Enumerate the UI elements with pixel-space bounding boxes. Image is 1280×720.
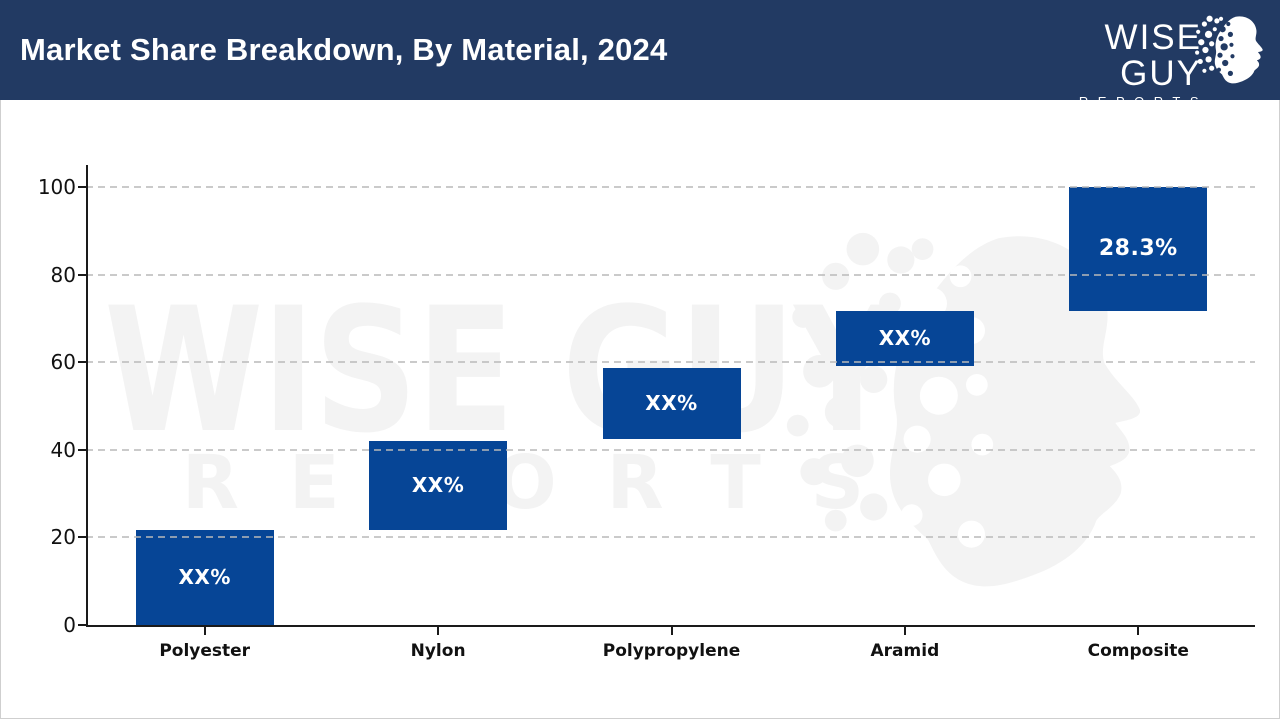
x-tick-label-composite: Composite <box>1087 641 1189 661</box>
bar-value-label: XX% <box>645 391 698 416</box>
y-tick-label-80: 80 <box>50 262 76 287</box>
gridline-40 <box>86 448 1255 451</box>
bar-composite: 28.3% <box>1069 187 1208 311</box>
logo-text-reports: REPORTS <box>1078 94 1208 109</box>
y-tick-label-60: 60 <box>50 350 76 375</box>
x-tick-composite <box>1137 627 1140 635</box>
bar-polyester: XX% <box>135 529 274 625</box>
x-tick-nylon <box>437 627 440 635</box>
y-tick-0 <box>78 624 86 626</box>
x-tick-label-aramid: Aramid <box>870 641 940 661</box>
logo-text-wise-guy: WISE GUY <box>1104 18 1202 93</box>
y-tick-100 <box>78 186 86 188</box>
y-tick-label-100: 100 <box>37 175 76 199</box>
x-tick-label-nylon: Nylon <box>410 641 466 661</box>
wise-guy-reports-logo: WISE GUY REPORTS <box>1018 6 1268 109</box>
y-tick-label-20: 20 <box>50 525 76 550</box>
watermark-wiseguy-text: WISE GUY <box>104 270 899 471</box>
x-tick-label-polypropylene: Polypropylene <box>602 641 741 661</box>
x-tick-label-polyester: Polyester <box>159 641 251 661</box>
x-tick-aramid <box>903 627 906 635</box>
y-tick-80 <box>78 273 86 276</box>
bar-value-label: 28.3% <box>1098 236 1178 262</box>
bar-value-label: XX% <box>411 473 465 498</box>
x-axis-line <box>86 625 1255 627</box>
bar-value-label: XX% <box>878 326 932 351</box>
y-tick-label-40: 40 <box>50 437 76 462</box>
gridline-60 <box>86 361 1255 364</box>
y-tick-40 <box>78 448 86 451</box>
y-tick-label-0: 0 <box>63 613 76 637</box>
x-tick-polypropylene <box>670 627 673 635</box>
bar-aramid: XX% <box>835 310 974 366</box>
y-tick-60 <box>78 361 86 364</box>
watermark-face-logo <box>786 232 1141 587</box>
gridline-100 <box>86 186 1255 188</box>
gridline-80 <box>86 273 1255 276</box>
y-axis-line <box>86 165 88 627</box>
bar-value-label: XX% <box>178 565 231 590</box>
logo-face-icon <box>1195 15 1263 84</box>
x-tick-polyester <box>203 627 206 635</box>
gridline-20 <box>86 536 1255 539</box>
chart-title: Market Share Breakdown, By Material, 202… <box>20 32 668 67</box>
bar-nylon: XX% <box>369 440 508 530</box>
watermark-reports-text: REPORTS <box>182 440 915 526</box>
chart-plot-area: 0 20 40 60 80 100 XX% Polyester XX% Nylon XX% Polyp… <box>0 100 1280 720</box>
header-bar: Market Share Breakdown, By Material, 202… <box>0 0 1280 109</box>
y-tick-20 <box>78 536 86 539</box>
logo-wordmark: WISE GUY REPORTS <box>1018 18 1202 110</box>
bar-polypropylene: XX% <box>602 367 741 439</box>
